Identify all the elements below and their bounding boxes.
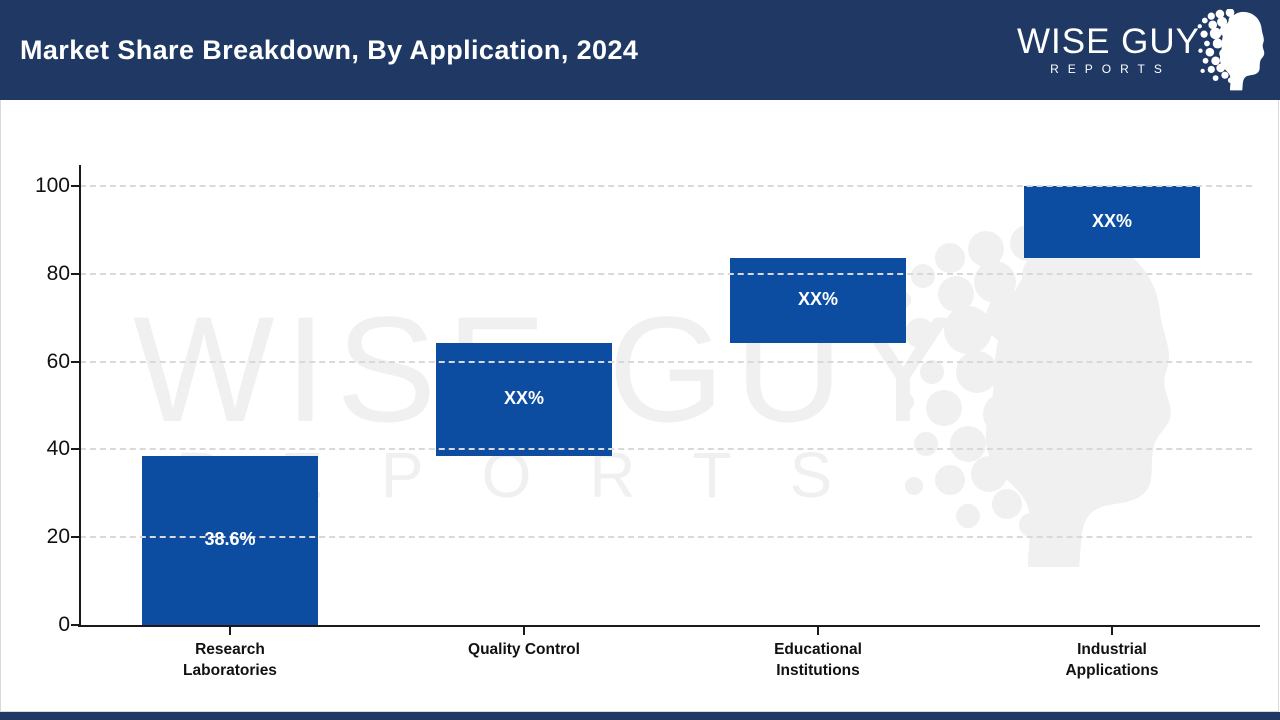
- x-label-line: Research: [195, 641, 265, 658]
- y-tick-0: [71, 624, 79, 626]
- gridline-40: [80, 448, 1252, 451]
- y-tick-label-0: 0: [58, 613, 70, 636]
- x-axis-spine: [78, 625, 1260, 627]
- x-label-educational-institutions: Educational Institutions: [708, 639, 928, 681]
- x-tick-quality-control: [523, 627, 525, 635]
- y-tick-label-100: 100: [34, 174, 70, 197]
- bar-value-label-quality-control: XX%: [503, 388, 545, 409]
- bar-industrial-applications: [1024, 186, 1200, 258]
- bar-educational-institutions: [730, 257, 906, 343]
- gridline-20: [80, 536, 1252, 539]
- x-label-research-laboratories: Research Laboratories: [120, 639, 340, 681]
- bar-research-laboratories: [142, 455, 318, 625]
- gridline-60: [80, 360, 1252, 363]
- x-label-line: Educational: [774, 641, 862, 658]
- x-label-line: Applications: [1065, 662, 1159, 679]
- logo-wordmark: WISE GUY: [1016, 22, 1200, 61]
- wise-guy-reports-logo: WISE GUY REPORTS: [1017, 9, 1266, 91]
- y-tick-80: [71, 272, 79, 275]
- bar-value-label-research-laboratories: 38.6%: [204, 529, 256, 550]
- logo-text: WISE GUY REPORTS: [1017, 24, 1200, 76]
- x-label-line: Institutions: [776, 662, 860, 679]
- y-tick-label-40: 40: [46, 437, 70, 461]
- x-label-industrial-applications: Industrial Applications: [1002, 639, 1222, 681]
- y-tick-label-80: 80: [46, 261, 70, 285]
- y-tick-20: [71, 536, 79, 539]
- x-label-quality-control: Quality Control: [414, 639, 634, 660]
- y-tick-label-20: 20: [46, 525, 70, 549]
- gridline-80: [80, 272, 1252, 275]
- x-tick-educational-institutions: [817, 627, 819, 635]
- page-title: Market Share Breakdown, By Application, …: [20, 34, 639, 65]
- footer-band: [0, 712, 1280, 720]
- header-band: Market Share Breakdown, By Application, …: [0, 0, 1280, 100]
- y-tick-40: [71, 448, 79, 451]
- y-tick-60: [71, 360, 79, 363]
- x-label-line: Laboratories: [183, 662, 277, 679]
- y-tick-label-60: 60: [46, 349, 70, 373]
- logo-subtitle: REPORTS: [1050, 62, 1171, 76]
- x-tick-industrial-applications: [1111, 627, 1113, 635]
- x-label-line: Quality Control: [468, 641, 580, 658]
- x-tick-research-laboratories: [229, 627, 231, 635]
- bar-value-label-educational-institutions: XX%: [797, 289, 839, 310]
- y-axis-spine: [79, 165, 81, 627]
- gridline-100: [80, 185, 1252, 187]
- x-label-line: Industrial: [1077, 641, 1147, 658]
- bar-value-label-industrial-applications: XX%: [1091, 210, 1133, 231]
- y-tick-100: [71, 185, 79, 187]
- dotted-head-icon: [1197, 9, 1265, 91]
